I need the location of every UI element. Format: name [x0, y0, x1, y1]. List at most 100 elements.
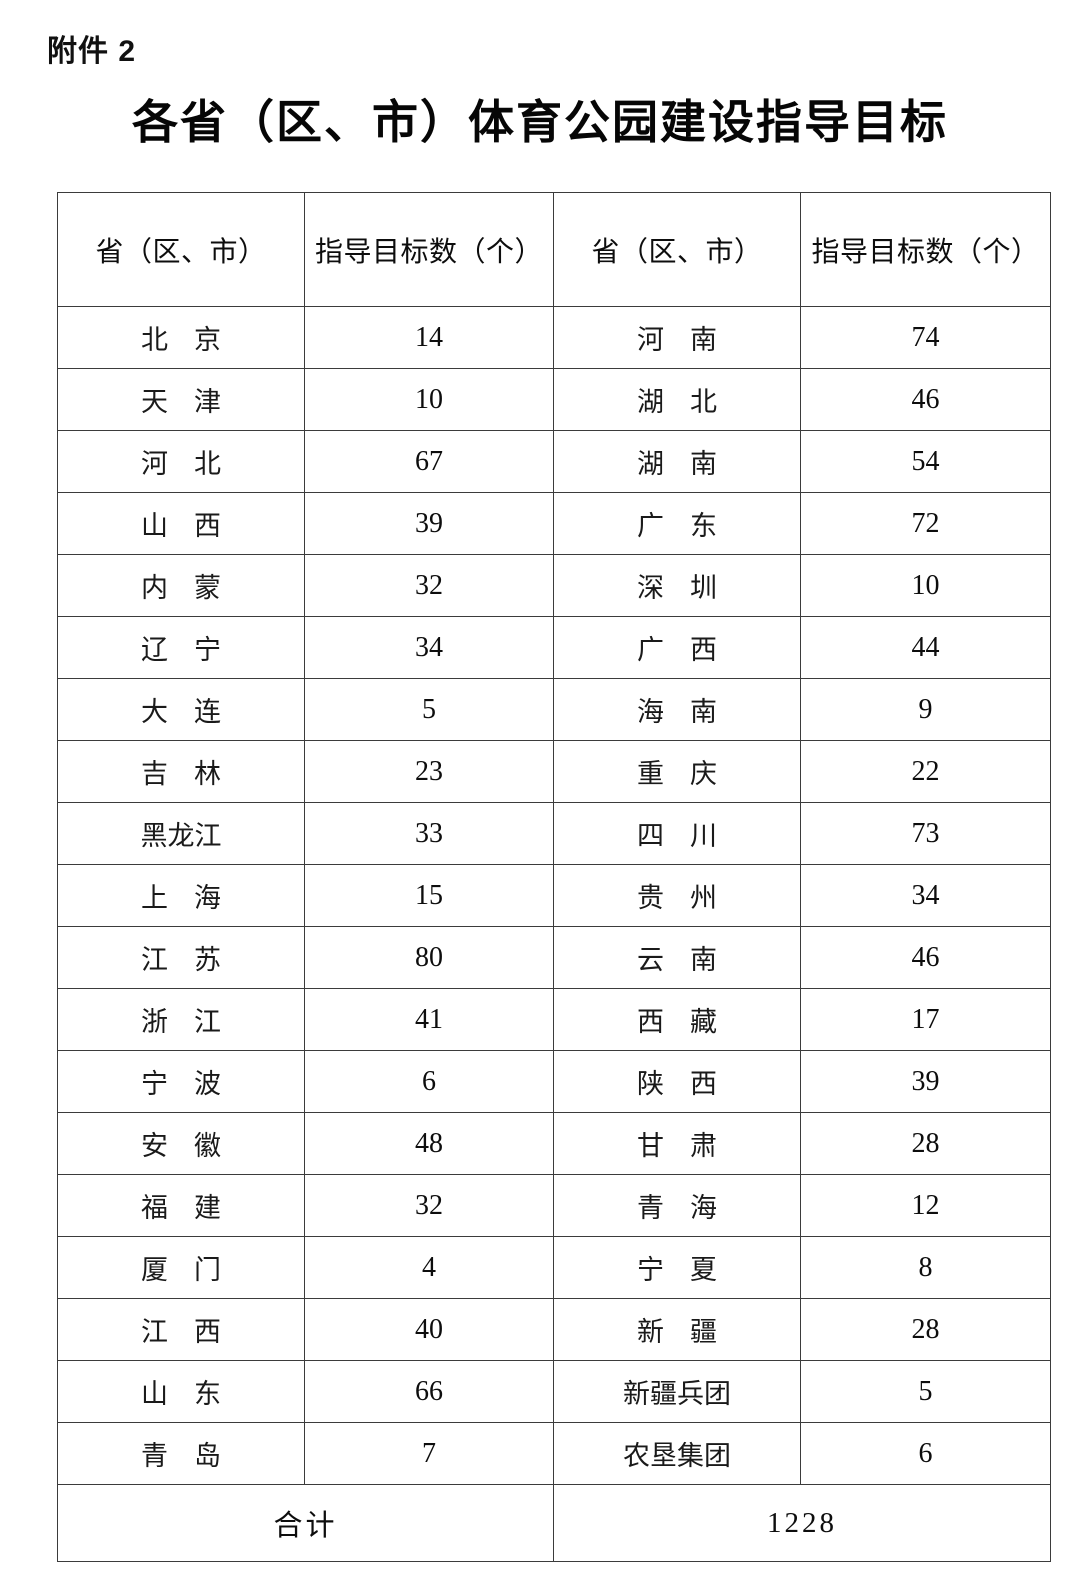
header-province-left: 省（区、市）: [57, 192, 305, 307]
province-name: 贵州: [637, 883, 743, 913]
province-name: 福建: [141, 1193, 247, 1223]
province-cell-right: 河南: [553, 306, 801, 369]
target-count-cell-left: 40: [304, 1298, 554, 1361]
target-count-cell-right: 74: [800, 306, 1051, 369]
province-name: 黑龙江: [140, 821, 222, 851]
province-cell-left: 江西: [57, 1298, 305, 1361]
province-cell-left: 大连: [57, 678, 305, 741]
table-row: 天津 10 湖北 46: [57, 368, 1051, 431]
province-name: 青海: [637, 1193, 743, 1223]
target-count-cell-right: 10: [800, 554, 1051, 617]
target-count-cell-left: 6: [304, 1050, 554, 1113]
target-count-cell-left: 41: [304, 988, 554, 1051]
province-cell-left: 河北: [57, 430, 305, 493]
province-cell-right: 陕西: [553, 1050, 801, 1113]
province-cell-left: 黑龙江: [57, 802, 305, 865]
province-name: 江苏: [141, 945, 247, 975]
target-count-cell-left: 80: [304, 926, 554, 989]
province-cell-left: 青岛: [57, 1422, 305, 1485]
target-count-cell-left: 7: [304, 1422, 554, 1485]
province-cell-right: 甘肃: [553, 1112, 801, 1175]
province-name: 辽宁: [141, 635, 247, 665]
province-name: 安徽: [141, 1131, 247, 1161]
table-row: 福建 32 青海 12: [57, 1174, 1051, 1237]
province-name: 甘肃: [637, 1131, 743, 1161]
province-name: 新疆兵团: [623, 1379, 731, 1409]
target-count-cell-left: 39: [304, 492, 554, 555]
table-row: 山西 39 广东 72: [57, 492, 1051, 555]
target-count-cell-left: 34: [304, 616, 554, 679]
table-row: 江西 40 新疆 28: [57, 1298, 1051, 1361]
sports-park-targets-table: 省（区、市） 指导目标数（个） 省（区、市） 指导目标数（个） 北京 14 河南 74…: [57, 192, 1051, 1562]
table-header-row: 省（区、市） 指导目标数（个） 省（区、市） 指导目标数（个）: [57, 192, 1051, 307]
target-count-cell-right: 54: [800, 430, 1051, 493]
province-cell-right: 西藏: [553, 988, 801, 1051]
province-name: 陕西: [637, 1069, 743, 1099]
province-cell-right: 贵州: [553, 864, 801, 927]
header-province-right: 省（区、市）: [553, 192, 801, 307]
province-name: 云南: [637, 945, 743, 975]
table-row: 浙江 41 西藏 17: [57, 988, 1051, 1051]
table-row: 黑龙江 33 四川 73: [57, 802, 1051, 865]
province-name: 上海: [141, 883, 247, 913]
province-cell-right: 湖南: [553, 430, 801, 493]
target-count-cell-right: 28: [800, 1298, 1051, 1361]
target-count-cell-right: 12: [800, 1174, 1051, 1237]
province-name: 湖南: [637, 449, 743, 479]
table-row: 吉林 23 重庆 22: [57, 740, 1051, 803]
table-row: 河北 67 湖南 54: [57, 430, 1051, 493]
target-count-cell-right: 46: [800, 368, 1051, 431]
province-cell-right: 海南: [553, 678, 801, 741]
province-name: 新疆: [637, 1317, 743, 1347]
province-name: 广西: [637, 635, 743, 665]
province-name: 农垦集团: [623, 1441, 731, 1471]
table-row: 上海 15 贵州 34: [57, 864, 1051, 927]
header-target-count-left: 指导目标数（个）: [304, 192, 554, 307]
target-count-cell-left: 32: [304, 1174, 554, 1237]
table-row: 北京 14 河南 74: [57, 306, 1051, 369]
province-name: 江西: [141, 1317, 247, 1347]
target-count-cell-right: 46: [800, 926, 1051, 989]
target-count-cell-right: 22: [800, 740, 1051, 803]
province-cell-left: 上海: [57, 864, 305, 927]
province-name: 湖北: [637, 387, 743, 417]
province-cell-right: 深圳: [553, 554, 801, 617]
province-cell-left: 北京: [57, 306, 305, 369]
table-row: 山东 66 新疆兵团 5: [57, 1360, 1051, 1423]
province-cell-right: 青海: [553, 1174, 801, 1237]
target-count-cell-left: 66: [304, 1360, 554, 1423]
target-count-cell-left: 15: [304, 864, 554, 927]
target-count-cell-right: 8: [800, 1236, 1051, 1299]
province-cell-right: 湖北: [553, 368, 801, 431]
target-count-cell-right: 9: [800, 678, 1051, 741]
target-count-cell-right: 39: [800, 1050, 1051, 1113]
target-count-cell-left: 32: [304, 554, 554, 617]
table-row: 厦门 4 宁夏 8: [57, 1236, 1051, 1299]
table-row: 安徽 48 甘肃 28: [57, 1112, 1051, 1175]
province-name: 山西: [141, 511, 247, 541]
target-count-cell-right: 6: [800, 1422, 1051, 1485]
province-name: 广东: [637, 511, 743, 541]
table-row: 江苏 80 云南 46: [57, 926, 1051, 989]
province-name: 吉林: [141, 759, 247, 789]
province-name: 青岛: [141, 1441, 247, 1471]
province-name: 浙江: [141, 1007, 247, 1037]
province-cell-left: 山东: [57, 1360, 305, 1423]
province-name: 内蒙: [141, 573, 247, 603]
table-row: 内蒙 32 深圳 10: [57, 554, 1051, 617]
province-name: 宁波: [141, 1069, 247, 1099]
province-name: 西藏: [637, 1007, 743, 1037]
province-cell-left: 天津: [57, 368, 305, 431]
province-name: 海南: [637, 697, 743, 727]
province-cell-right: 云南: [553, 926, 801, 989]
province-cell-left: 江苏: [57, 926, 305, 989]
province-name: 北京: [141, 325, 247, 355]
province-cell-left: 辽宁: [57, 616, 305, 679]
total-label: 合计: [57, 1484, 554, 1562]
province-name: 四川: [637, 821, 743, 851]
target-count-cell-right: 34: [800, 864, 1051, 927]
province-name: 天津: [141, 387, 247, 417]
table-row: 宁波 6 陕西 39: [57, 1050, 1051, 1113]
province-cell-right: 广东: [553, 492, 801, 555]
table-row: 大连 5 海南 9: [57, 678, 1051, 741]
